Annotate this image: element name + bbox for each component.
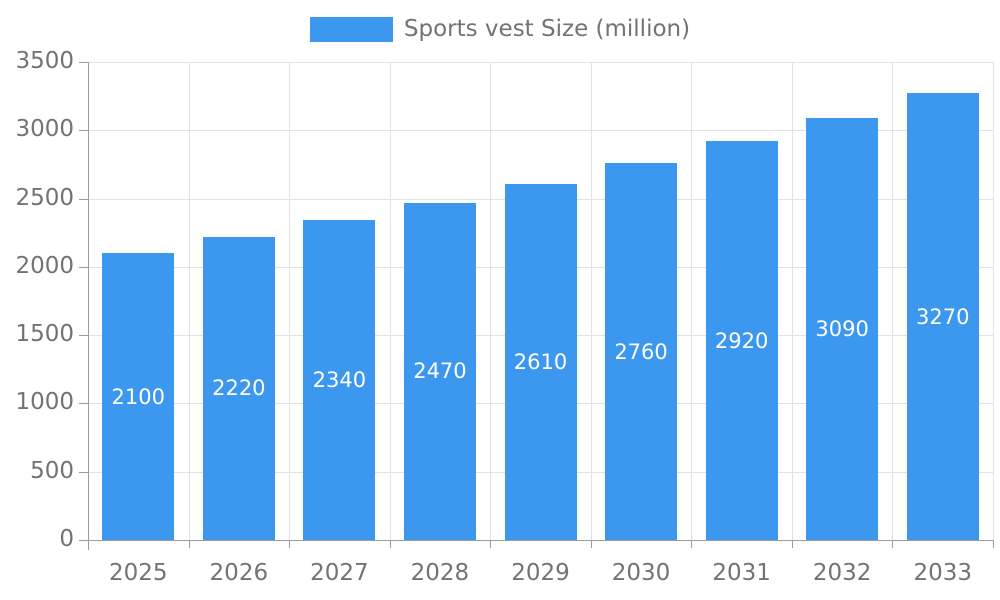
gridline-vertical <box>691 62 693 540</box>
gridline-vertical <box>590 62 592 540</box>
legend[interactable]: Sports vest Size (million) <box>0 16 1000 42</box>
y-axis-tick <box>79 471 88 473</box>
bar <box>906 93 979 540</box>
gridline-horizontal <box>88 62 993 63</box>
gridline-vertical <box>188 62 190 540</box>
bar <box>705 141 778 540</box>
y-axis-tick <box>79 266 88 268</box>
y-axis-tick <box>79 335 88 337</box>
gridline-vertical <box>490 62 492 540</box>
x-axis-tick <box>590 540 592 548</box>
x-tick-label: 2033 <box>913 560 972 586</box>
x-axis-tick <box>791 540 793 548</box>
x-axis-tick <box>490 540 492 548</box>
bar-value-label: 2760 <box>614 339 668 364</box>
plot-area: 2100 2220 2340 2470 2610 2760 2920 3090 3270 0 500… <box>15 48 994 586</box>
x-tick-label: 2029 <box>511 560 570 586</box>
legend-swatch[interactable] <box>309 16 393 42</box>
y-axis-tick <box>79 130 88 132</box>
gridline-vertical <box>289 62 291 540</box>
x-tick-label: 2027 <box>310 560 369 586</box>
y-tick-label: 3000 <box>15 116 74 143</box>
x-tick-label: 2026 <box>209 560 269 586</box>
y-tick-label: 1000 <box>15 389 74 416</box>
x-tick-label: 2030 <box>611 560 671 586</box>
bar-value-label: 2340 <box>312 368 367 393</box>
x-axis-tick <box>289 540 291 548</box>
bar-value-label: 2610 <box>513 349 568 374</box>
bar <box>806 117 879 540</box>
x-tick-label: 2025 <box>108 560 168 586</box>
x-axis-tick <box>993 540 994 548</box>
y-axis-tick <box>79 62 88 63</box>
x-tick-label: 2028 <box>410 560 470 586</box>
x-axis-tick <box>691 540 693 548</box>
bar-value-label: 3270 <box>915 304 970 329</box>
y-axis-tick <box>79 540 88 541</box>
y-tick-label: 500 <box>30 457 74 484</box>
bar <box>403 202 476 540</box>
bar-value-label: 2220 <box>212 376 266 401</box>
x-axis-tick <box>188 540 190 548</box>
x-axis-tick <box>389 540 391 548</box>
x-tick-label: 2031 <box>712 560 771 586</box>
gridline-vertical <box>993 62 994 540</box>
x-axis-line <box>88 540 993 541</box>
y-axis-line <box>88 62 89 550</box>
bar-value-label: 2470 <box>413 359 467 384</box>
y-tick-label: 3500 <box>15 47 74 74</box>
x-axis-tick <box>88 540 89 548</box>
bar <box>202 236 275 540</box>
y-tick-label: 2500 <box>15 184 74 211</box>
bar-value-label: 3090 <box>815 316 869 341</box>
y-axis-tick <box>79 198 88 200</box>
bar <box>303 220 376 540</box>
x-tick-label: 2032 <box>812 560 872 586</box>
bar <box>605 163 678 540</box>
bar <box>504 183 577 540</box>
gridline-vertical <box>389 62 391 540</box>
y-tick-label: 2000 <box>15 252 74 279</box>
bar-value-label: 2100 <box>111 384 165 409</box>
gridline-vertical <box>791 62 793 540</box>
y-tick-label: 1500 <box>15 321 74 348</box>
legend-label[interactable]: Sports vest Size (million) <box>403 16 691 42</box>
gridline-horizontal <box>88 130 993 132</box>
y-tick-label: 0 <box>59 525 74 552</box>
x-axis-tick <box>892 540 894 548</box>
bar-value-label: 2920 <box>714 328 769 353</box>
bar <box>102 253 175 540</box>
gridline-vertical <box>892 62 894 540</box>
y-axis-tick <box>79 403 88 405</box>
